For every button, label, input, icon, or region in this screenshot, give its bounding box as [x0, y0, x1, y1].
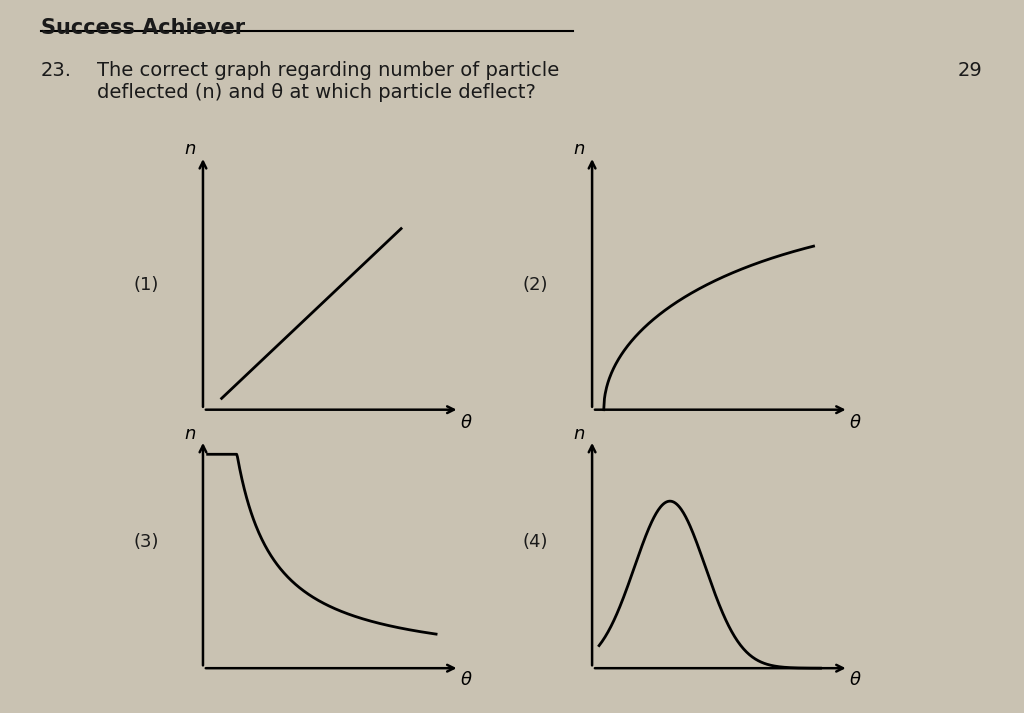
Text: θ: θ [850, 414, 861, 432]
Text: n: n [184, 140, 196, 158]
Text: (3): (3) [133, 533, 159, 551]
Text: n: n [573, 425, 585, 443]
Text: θ: θ [461, 672, 472, 689]
Text: (1): (1) [133, 276, 159, 294]
Text: (4): (4) [522, 533, 548, 551]
Text: Success Achiever: Success Achiever [41, 18, 245, 38]
Text: (2): (2) [522, 276, 548, 294]
Text: θ: θ [461, 414, 472, 432]
Text: n: n [184, 425, 196, 443]
Text: The correct graph regarding number of particle
deflected (n) and θ at which part: The correct graph regarding number of pa… [97, 61, 559, 102]
Text: θ: θ [850, 672, 861, 689]
Text: n: n [573, 140, 585, 158]
Text: 23.: 23. [41, 61, 72, 80]
Text: 29: 29 [957, 61, 982, 80]
